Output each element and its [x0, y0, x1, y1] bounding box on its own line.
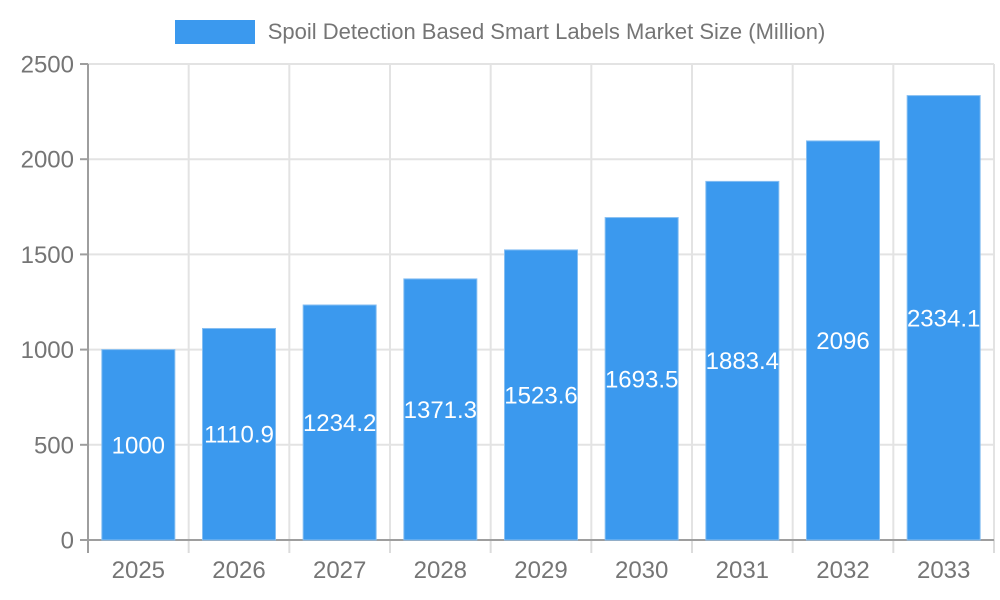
y-axis-tick-label: 0 [61, 528, 74, 555]
bar-value-label: 1523.6 [504, 382, 577, 409]
bar-2028[interactable] [403, 278, 478, 541]
bar-value-label: 1883.4 [706, 348, 779, 375]
bar-value-label: 1693.5 [605, 366, 678, 393]
y-axis-tick-label: 2000 [21, 147, 74, 174]
bar-value-label: 1371.3 [404, 397, 477, 424]
x-axis-tick-label: 2033 [917, 557, 970, 584]
bar-2026[interactable] [202, 327, 276, 541]
bar-2027[interactable] [302, 304, 377, 541]
bar-value-label: 1110.9 [204, 422, 274, 449]
bar-2031[interactable] [705, 180, 780, 541]
legend-swatch [174, 20, 255, 44]
bar-2032[interactable] [806, 140, 880, 541]
bar-value-label: 1234.2 [303, 410, 376, 437]
bar-value-label: 1000 [112, 432, 165, 459]
x-axis-tick-label: 2025 [112, 557, 165, 584]
bar-value-label: 2334.1 [907, 305, 980, 332]
x-axis-tick-label: 2029 [514, 557, 567, 584]
x-axis-tick-label: 2026 [212, 557, 265, 584]
bar-2029[interactable] [504, 249, 578, 541]
x-axis-tick-label: 2028 [414, 557, 467, 584]
y-axis-tick-label: 1500 [21, 242, 74, 269]
bar-2033[interactable] [906, 95, 981, 541]
y-axis-tick-label: 2500 [21, 52, 74, 79]
x-axis-tick-label: 2030 [615, 557, 668, 584]
x-axis-tick-label: 2031 [716, 557, 769, 584]
x-axis-tick-label: 2027 [313, 557, 366, 584]
y-axis-tick-label: 1000 [21, 337, 74, 364]
bar-2030[interactable] [604, 217, 679, 541]
y-axis-tick-label: 500 [34, 432, 74, 459]
bar-2025[interactable] [101, 349, 176, 541]
x-axis-tick-label: 2032 [816, 557, 869, 584]
bar-value-label: 2096 [816, 328, 869, 355]
chart-legend[interactable]: Spoil Detection Based Smart Labels Marke… [0, 18, 1000, 46]
legend-label: Spoil Detection Based Smart Labels Marke… [267, 19, 826, 44]
